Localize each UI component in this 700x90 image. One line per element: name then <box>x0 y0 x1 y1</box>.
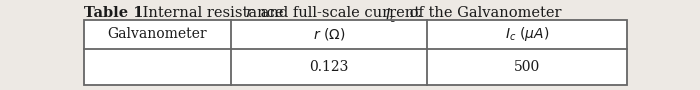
Text: Galvanometer: Galvanometer <box>108 27 207 41</box>
Text: $r\ (\Omega)$: $r\ (\Omega)$ <box>313 26 345 42</box>
Text: and full-scale current: and full-scale current <box>256 6 424 20</box>
Text: Internal resistance: Internal resistance <box>138 6 288 20</box>
Text: 0.123: 0.123 <box>309 60 349 74</box>
Text: $I_c$: $I_c$ <box>385 6 397 25</box>
Text: Table 1: Table 1 <box>84 6 144 20</box>
Text: of the Galvanometer: of the Galvanometer <box>405 6 561 20</box>
Text: 500: 500 <box>514 60 540 74</box>
Bar <box>84 20 626 85</box>
Text: $I_c\ (\mu A)$: $I_c\ (\mu A)$ <box>505 25 549 43</box>
Bar <box>84 20 626 85</box>
Text: r: r <box>246 6 253 20</box>
